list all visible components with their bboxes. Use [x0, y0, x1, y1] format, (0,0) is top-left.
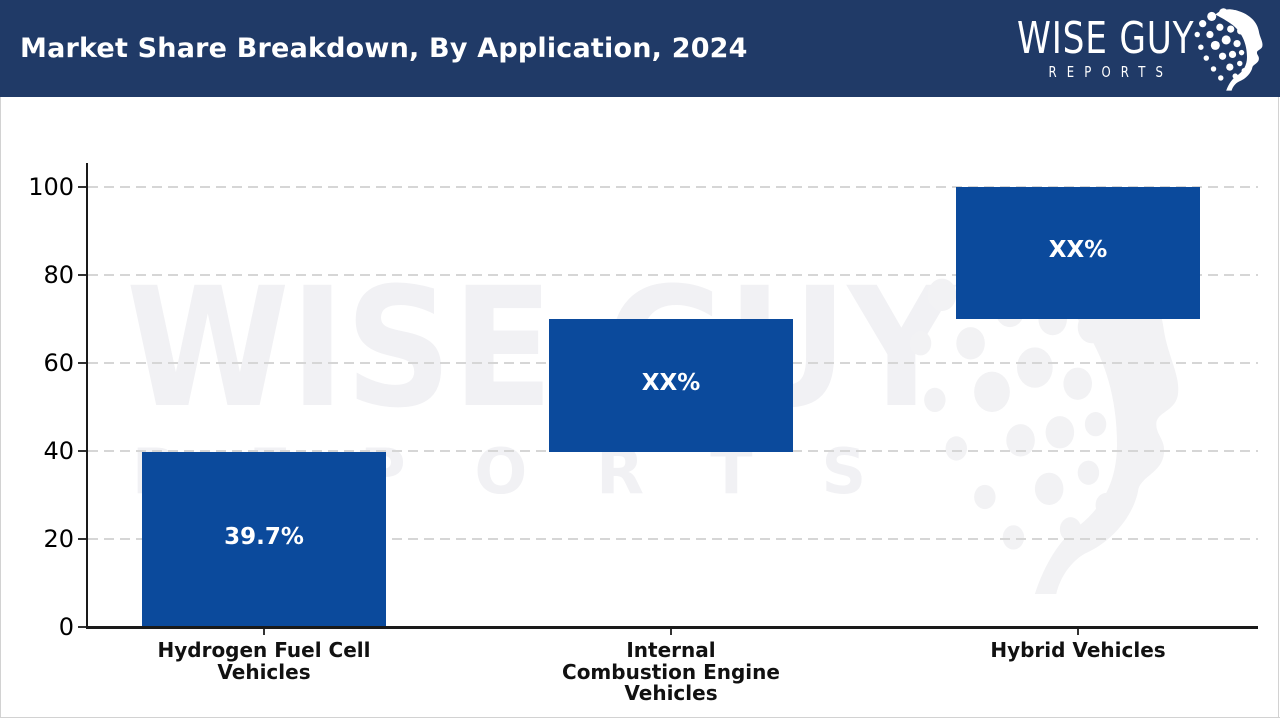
bar-segment: [549, 319, 793, 453]
y-tick-label: 20: [43, 525, 74, 553]
brand-head-icon: [1194, 7, 1263, 91]
bar-segment: [956, 187, 1200, 319]
y-tick-mark: [78, 274, 88, 276]
gridline: [88, 274, 1258, 276]
frame-border-left: [0, 97, 1, 717]
y-tick-mark: [78, 362, 88, 364]
category-label: Hydrogen Fuel Cell: [157, 638, 371, 662]
y-tick-mark: [78, 450, 88, 452]
y-tick-label: 60: [43, 349, 74, 377]
y-tick-mark: [78, 538, 88, 540]
category-label: Combustion Engine: [562, 659, 780, 684]
watermark-text: WISE GUY: [126, 252, 956, 444]
bar-segment: [142, 452, 386, 627]
category-label: Vehicles: [217, 659, 311, 684]
y-tick-label: 0: [58, 613, 74, 641]
gridline: [88, 538, 1258, 540]
header: Market Share Breakdown, By Application, …: [0, 0, 1280, 97]
brand-wordmark: WISE GUY REPORTS: [1016, 12, 1194, 81]
y-tick-mark: [78, 626, 88, 628]
category-label: Hybrid Vehicles: [990, 638, 1166, 662]
frame-border-bottom: [0, 717, 1280, 718]
gridline: [88, 186, 1258, 188]
brand-name: WISE GUY: [1016, 12, 1194, 64]
y-tick-label: 80: [43, 261, 74, 289]
y-axis-line: [86, 163, 88, 627]
page-title: Market Share Breakdown, By Application, …: [20, 33, 748, 64]
y-tick-label: 100: [28, 173, 74, 201]
y-tick-mark: [78, 186, 88, 188]
category-label: Vehicles: [624, 681, 718, 705]
brand-subtitle: REPORTS: [1048, 62, 1173, 81]
x-tick-mark: [1077, 629, 1079, 635]
x-tick-mark: [263, 629, 265, 635]
bar-value-label: XX%: [1048, 237, 1108, 263]
x-tick-mark: [670, 629, 672, 635]
bar-value-label: 39.7%: [224, 523, 304, 550]
frame-border-right: [1278, 97, 1279, 717]
y-tick-label: 40: [43, 437, 74, 465]
category-label: Internal: [626, 638, 716, 662]
bar-value-label: XX%: [641, 369, 701, 396]
x-axis-line: [86, 626, 1258, 629]
brand-logo: WISE GUY REPORTS: [967, 7, 1266, 91]
